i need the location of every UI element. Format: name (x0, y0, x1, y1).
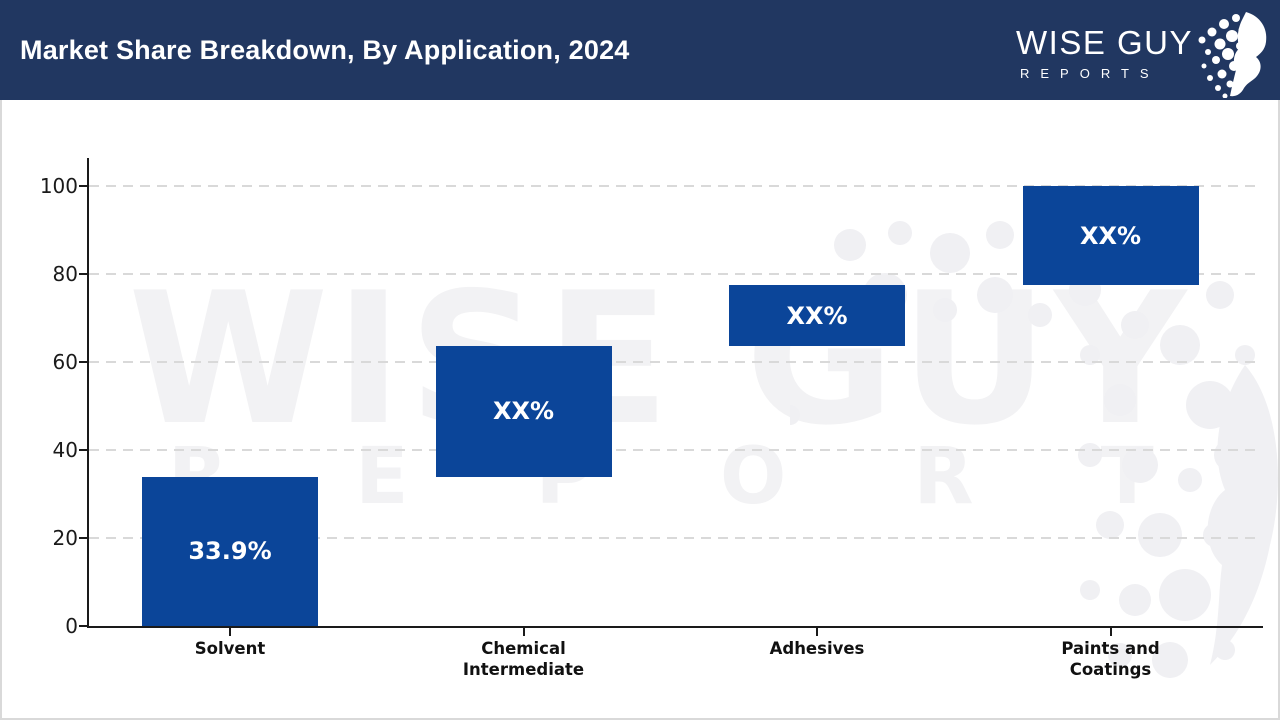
gridline-20 (89, 537, 1262, 539)
gridline-80 (89, 273, 1262, 275)
gridline-100 (89, 185, 1262, 187)
logo-wordmark: WISE GUY (1016, 24, 1194, 61)
x-tick-mark-adhesives (816, 628, 818, 636)
wise-guy-logo: WISE GUY REPORTS (1016, 10, 1267, 98)
y-tick-label-100: 100 (39, 174, 78, 198)
bar-adhesives: XX% (729, 285, 905, 346)
y-tick-mark-100 (79, 185, 87, 187)
bar-value-label-paints-and-coatings: XX% (1079, 221, 1142, 250)
x-category-label-solvent: Solvent (194, 639, 266, 658)
y-tick-label-0: 0 (65, 614, 78, 638)
bar-paints-and-coatings: XX% (1022, 186, 1199, 286)
bar-solvent: 33.9% (142, 476, 318, 626)
y-tick-mark-80 (79, 273, 87, 275)
gridline-60 (89, 361, 1262, 363)
y-axis-line (87, 158, 89, 628)
x-tick-mark-solvent (229, 628, 231, 636)
logo-subtext: REPORTS (1020, 66, 1160, 81)
y-tick-mark-60 (79, 361, 87, 363)
x-axis-line (87, 626, 1263, 628)
x-category-label-paints-and-coatings: Paints and Coatings (1061, 639, 1160, 679)
y-tick-label-80: 80 (52, 262, 78, 286)
header-banner: Market Share Breakdown, By Application, … (0, 0, 1280, 100)
gridline-40 (89, 449, 1262, 451)
x-tick-mark-paints-and-coatings (1109, 628, 1112, 636)
y-tick-mark-0 (79, 625, 87, 627)
x-tick-mark-chemical-intermediate (522, 628, 525, 636)
y-tick-mark-20 (79, 537, 87, 539)
bar-chemical-intermediate: XX% (435, 345, 612, 477)
page-title: Market Share Breakdown, By Application, … (20, 34, 630, 65)
y-tick-label-20: 20 (52, 526, 78, 550)
bar-value-label-solvent: 33.9% (188, 537, 272, 566)
x-category-label-adhesives: Adhesives (769, 639, 865, 658)
y-tick-mark-40 (79, 449, 87, 451)
x-category-label-chemical-intermediate: Chemical Intermediate (462, 639, 585, 679)
bar-value-label-chemical-intermediate: XX% (492, 397, 555, 426)
logo-face-icon (1198, 12, 1267, 98)
bar-value-label-adhesives: XX% (786, 301, 848, 330)
y-tick-label-60: 60 (52, 350, 78, 374)
y-tick-label-40: 40 (52, 438, 78, 462)
